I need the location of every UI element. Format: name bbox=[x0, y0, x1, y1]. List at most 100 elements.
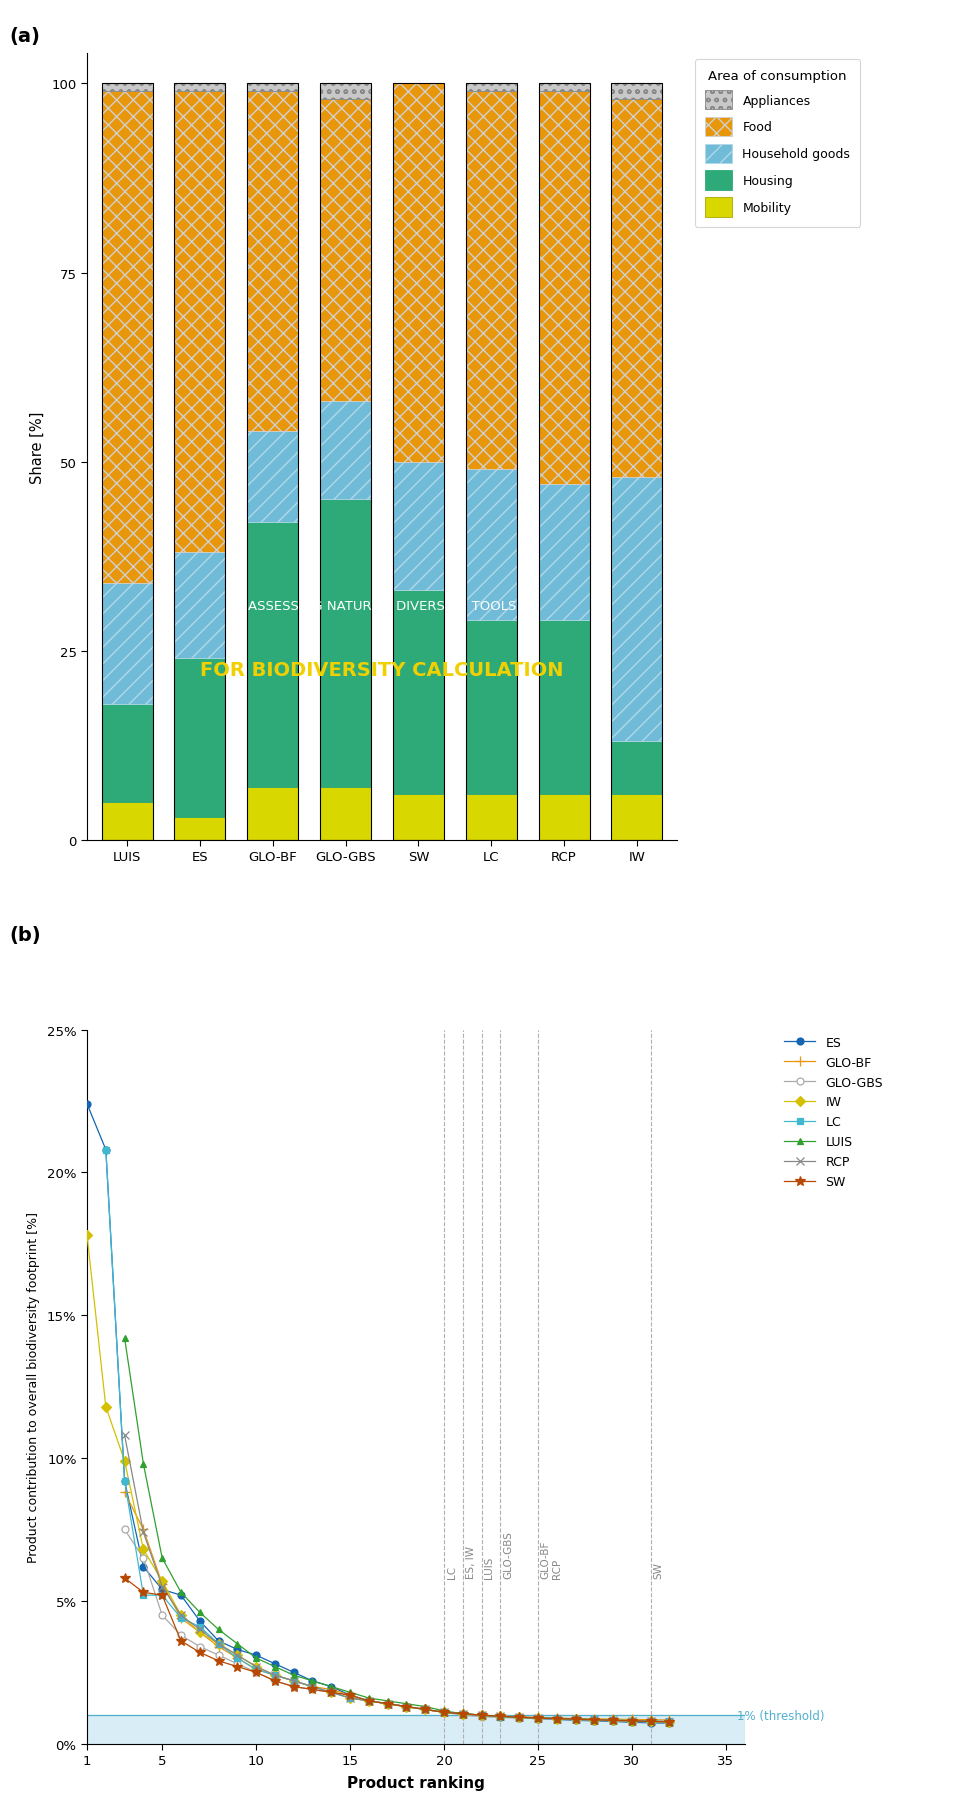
LUIS bbox=[570, 1708, 581, 1729]
Line: GLO-BF: GLO-BF bbox=[120, 1487, 674, 1726]
GLO-BF bbox=[645, 1709, 657, 1731]
IW bbox=[663, 1711, 675, 1733]
LC bbox=[645, 1711, 657, 1733]
IW bbox=[400, 1695, 412, 1717]
LC bbox=[532, 1708, 543, 1729]
GLO-BF bbox=[457, 1702, 469, 1724]
LUIS bbox=[532, 1708, 543, 1729]
SW bbox=[363, 1690, 374, 1711]
Bar bbox=[466, 622, 516, 795]
IW bbox=[420, 1699, 431, 1720]
GLO-GBS bbox=[157, 1605, 168, 1626]
SW bbox=[532, 1708, 543, 1729]
Bar bbox=[611, 85, 662, 840]
ES bbox=[269, 1653, 280, 1675]
LC bbox=[420, 1699, 431, 1720]
GLO-GBS bbox=[457, 1704, 469, 1726]
LC bbox=[157, 1585, 168, 1606]
LUIS bbox=[513, 1706, 525, 1727]
LC bbox=[137, 1585, 149, 1606]
IW bbox=[157, 1570, 168, 1592]
LUIS bbox=[194, 1601, 206, 1623]
Line: ES: ES bbox=[83, 1100, 673, 1727]
LC bbox=[551, 1708, 563, 1729]
SW bbox=[494, 1706, 506, 1727]
LUIS bbox=[363, 1688, 374, 1709]
SW bbox=[119, 1567, 131, 1588]
Bar bbox=[611, 795, 662, 840]
Bar bbox=[174, 817, 225, 840]
IW bbox=[344, 1688, 356, 1709]
SW bbox=[326, 1682, 337, 1704]
LUIS bbox=[607, 1709, 619, 1731]
ES bbox=[175, 1585, 187, 1606]
Bar bbox=[248, 85, 298, 840]
IW bbox=[607, 1709, 619, 1731]
SW bbox=[137, 1581, 149, 1603]
Bar bbox=[611, 477, 662, 743]
GLO-BF bbox=[607, 1708, 619, 1729]
GLO-BF bbox=[194, 1621, 206, 1643]
ES bbox=[420, 1699, 431, 1720]
ES bbox=[513, 1708, 525, 1729]
LUIS bbox=[589, 1709, 601, 1731]
Text: LC: LC bbox=[447, 1565, 456, 1578]
LC bbox=[175, 1606, 187, 1628]
Bar bbox=[539, 484, 590, 622]
GLO-BF bbox=[344, 1684, 356, 1706]
GLO-BF bbox=[269, 1664, 280, 1686]
LUIS bbox=[175, 1581, 187, 1603]
GLO-BF bbox=[288, 1670, 300, 1691]
Bar bbox=[102, 802, 153, 840]
Bar bbox=[174, 85, 225, 92]
RCP bbox=[137, 1521, 149, 1543]
ES bbox=[551, 1709, 563, 1731]
GLO-BF bbox=[438, 1702, 450, 1724]
ES bbox=[382, 1693, 394, 1715]
GLO-GBS bbox=[589, 1709, 601, 1731]
LC bbox=[288, 1670, 300, 1691]
Bar bbox=[320, 788, 371, 840]
RCP bbox=[570, 1708, 581, 1729]
ES bbox=[307, 1670, 318, 1691]
LC bbox=[476, 1704, 487, 1726]
ES bbox=[663, 1713, 675, 1735]
LUIS bbox=[457, 1702, 469, 1724]
Bar bbox=[248, 522, 298, 788]
ES bbox=[570, 1709, 581, 1731]
ES bbox=[157, 1579, 168, 1601]
Bar bbox=[611, 743, 662, 795]
ES bbox=[363, 1690, 374, 1711]
ES bbox=[119, 1471, 131, 1493]
GLO-GBS bbox=[175, 1624, 187, 1646]
LC bbox=[119, 1471, 131, 1493]
GLO-BF bbox=[570, 1708, 581, 1729]
Line: GLO-GBS: GLO-GBS bbox=[121, 1527, 673, 1726]
Text: (b): (b) bbox=[10, 925, 42, 945]
GLO-BF bbox=[551, 1708, 563, 1729]
IW bbox=[551, 1708, 563, 1729]
GLO-BF bbox=[157, 1574, 168, 1596]
Bar bbox=[174, 85, 225, 840]
GLO-GBS bbox=[269, 1670, 280, 1691]
Bar bbox=[539, 622, 590, 795]
LC bbox=[250, 1659, 262, 1681]
LC bbox=[269, 1664, 280, 1686]
LC bbox=[570, 1708, 581, 1729]
LC bbox=[626, 1709, 637, 1731]
ES bbox=[400, 1695, 412, 1717]
IW bbox=[100, 1397, 111, 1418]
Bar bbox=[611, 85, 662, 99]
LUIS bbox=[551, 1708, 563, 1729]
GLO-BF bbox=[231, 1648, 243, 1670]
SW bbox=[213, 1650, 224, 1671]
GLO-GBS bbox=[307, 1679, 318, 1700]
LUIS bbox=[157, 1547, 168, 1568]
GLO-BF bbox=[119, 1482, 131, 1503]
IW bbox=[250, 1655, 262, 1677]
GLO-BF bbox=[476, 1704, 487, 1726]
LC bbox=[326, 1682, 337, 1704]
ES bbox=[288, 1662, 300, 1684]
GLO-GBS bbox=[137, 1547, 149, 1568]
LC bbox=[457, 1702, 469, 1724]
